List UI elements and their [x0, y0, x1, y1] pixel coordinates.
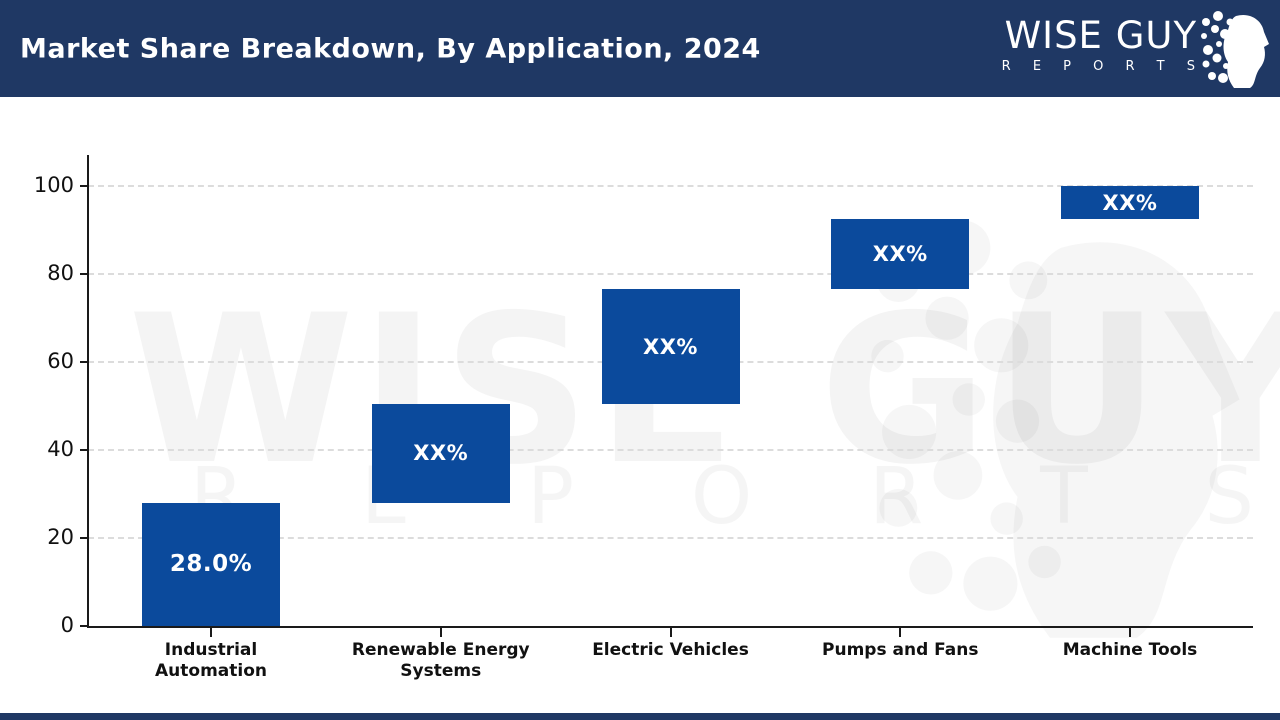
x-tick-label: Electric Vehicles	[561, 640, 781, 661]
x-tick-label: Pumps and Fans	[790, 640, 1010, 661]
x-tick-mark	[669, 628, 672, 637]
y-tick-mark	[80, 625, 88, 627]
gridline	[88, 185, 1253, 187]
brand-logo: WISE GUY R E P O R T S	[1002, 8, 1269, 90]
y-tick-label: 0	[60, 613, 74, 637]
x-tick-label-line: Industrial	[164, 640, 258, 660]
footer-bar	[0, 713, 1280, 720]
y-tick-mark	[80, 273, 88, 275]
y-tick-label: 60	[47, 349, 74, 373]
gridline	[88, 273, 1253, 275]
x-tick-label-line: Machine Tools	[1062, 640, 1198, 660]
y-tick-mark	[80, 361, 88, 363]
bar-value-label: XX%	[413, 441, 469, 466]
bar: 28.0%	[142, 502, 280, 626]
chart-title: Market Share Breakdown, By Application, …	[20, 33, 761, 64]
y-tick-mark	[80, 537, 88, 539]
x-tick-mark	[439, 628, 442, 637]
y-tick-label: 20	[47, 525, 74, 549]
x-tick-label: Industrial Automation	[101, 640, 321, 682]
logo-subtitle: R E P O R T S	[1001, 59, 1204, 74]
y-tick-mark	[80, 185, 88, 187]
x-tick-mark	[1129, 628, 1131, 637]
bar-value-label: XX%	[643, 334, 698, 359]
header: Market Share Breakdown, By Application, …	[0, 0, 1280, 97]
x-tick-label-line: Automation	[155, 661, 267, 681]
bar: XX%	[371, 403, 510, 503]
bar-value-label: 28.0%	[169, 551, 253, 578]
y-axis	[87, 155, 89, 628]
bar: XX%	[1061, 186, 1199, 219]
logo-wordmark: WISE GUY R E P O R T S	[998, 14, 1204, 74]
gridline	[88, 537, 1253, 539]
x-tick-label: Machine Tools	[1020, 640, 1240, 661]
x-tick-label: Renewable Energy Systems	[331, 640, 551, 682]
watermark-reports: R E P O R T S	[190, 452, 1280, 542]
logo-head-icon	[1201, 11, 1269, 89]
y-tick-label: 80	[47, 261, 74, 285]
bar-value-label: XX%	[872, 242, 928, 267]
bar: XX%	[831, 219, 970, 290]
x-tick-mark	[210, 628, 212, 637]
x-tick-mark	[899, 628, 902, 637]
bar: XX%	[601, 289, 740, 404]
x-tick-label-line: Pumps and Fans	[822, 640, 979, 660]
bar-value-label: XX%	[1102, 190, 1158, 215]
y-tick-mark	[80, 449, 88, 451]
logo-name: WISE GUY	[1004, 14, 1198, 57]
x-tick-label-line: Electric Vehicles	[592, 640, 749, 660]
x-tick-label-line: Systems	[400, 661, 482, 681]
x-tick-label-line: Renewable Energy	[351, 640, 530, 660]
y-tick-label: 40	[47, 437, 74, 461]
gridline	[88, 449, 1253, 451]
y-tick-label: 100	[33, 173, 74, 197]
x-axis	[87, 626, 1253, 628]
